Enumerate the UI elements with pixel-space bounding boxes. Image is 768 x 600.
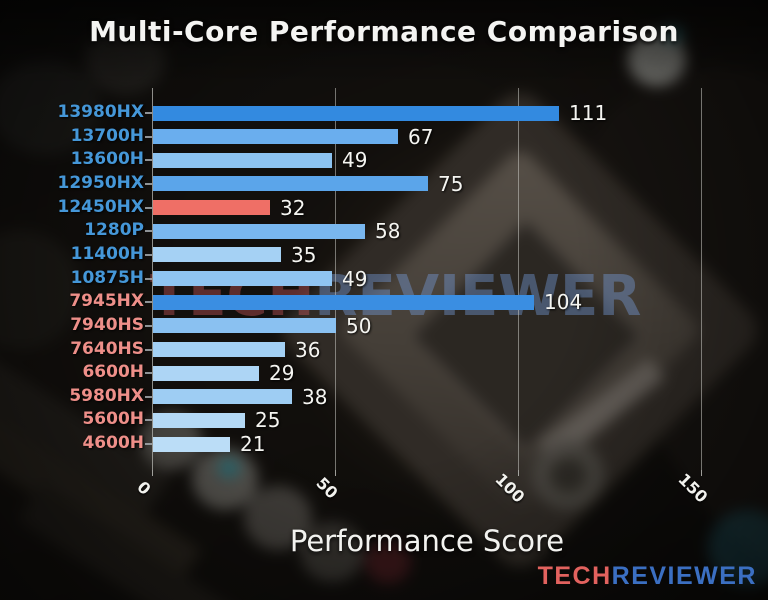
category-label: 12950HX [57,172,144,193]
y-tick-mark [145,324,152,327]
value-label: 104 [544,290,583,315]
y-tick-mark [145,348,152,351]
category-label: 13980HX [57,102,144,122]
gridline [335,88,336,470]
category-label: 5600H [82,409,144,430]
bar [153,129,398,145]
category-label: 7640HS [70,338,144,359]
y-tick-mark [145,230,152,233]
logo-reviewer: REVIEWER [611,562,757,590]
chart-title: Multi-Core Performance Comparison [89,15,679,48]
x-tick-mark [518,470,519,476]
gridline [701,88,702,470]
y-tick-mark [145,372,152,375]
y-tick-mark [145,277,152,280]
y-tick-mark [145,112,152,114]
value-label: 50 [346,313,372,338]
logo-tech: TECH [537,562,612,590]
bar [153,436,230,452]
category-label: 1280P [84,220,144,241]
bar [153,152,332,168]
category-label: 13600H [70,149,144,170]
category-label: 12450HX [57,196,144,217]
bar [153,318,336,334]
bar [153,200,270,216]
value-label: 49 [342,148,368,173]
x-tick-mark [335,470,336,476]
y-tick-mark [145,135,152,138]
category-label: 10875H [70,267,144,288]
bar [153,342,285,357]
category-label: 6600H [82,362,144,383]
y-tick-mark [145,206,152,209]
y-tick-mark [145,395,152,398]
value-label: 21 [240,432,266,457]
x-tick-label: 0 [133,477,155,499]
y-axis-line [152,88,153,470]
x-tick-mark [701,470,702,476]
bar [153,247,281,263]
bar [153,271,332,287]
value-label: 38 [302,384,328,409]
category-label: 11400H [70,243,144,264]
bar [153,412,245,428]
y-tick-mark [145,253,152,256]
value-label: 35 [291,242,317,267]
value-label: 75 [438,171,464,196]
y-tick-mark [145,159,152,162]
category-label: 7940HS [70,314,144,335]
gridline [518,88,519,470]
bar [153,223,365,239]
category-label: 4600H [82,433,144,454]
y-tick-mark [145,301,152,304]
value-label: 111 [569,101,608,125]
category-label: 13700H [70,125,144,146]
bar [153,294,534,310]
techreviewer-logo: TECHREVIEWER [538,562,757,591]
bar [153,176,428,192]
category-label: 5980HX [69,385,144,406]
y-tick-mark [145,443,152,446]
value-label: 25 [255,408,281,433]
value-label: 32 [280,195,306,220]
x-tick-label: 50 [312,473,342,503]
x-tick-label: 150 [674,469,712,507]
bar [153,365,259,381]
x-tick-label: 100 [491,469,529,507]
value-label: 58 [375,219,401,244]
x-tick-mark [152,470,153,476]
bar [153,389,292,405]
value-label: 67 [408,124,434,149]
bar [153,105,559,121]
y-tick-mark [145,419,152,422]
value-label: 36 [295,337,321,362]
value-label: 29 [269,361,295,386]
category-label: 7945HX [69,291,144,312]
y-tick-mark [145,182,152,185]
x-axis-label: Performance Score [289,524,565,558]
value-label: 49 [342,266,368,291]
